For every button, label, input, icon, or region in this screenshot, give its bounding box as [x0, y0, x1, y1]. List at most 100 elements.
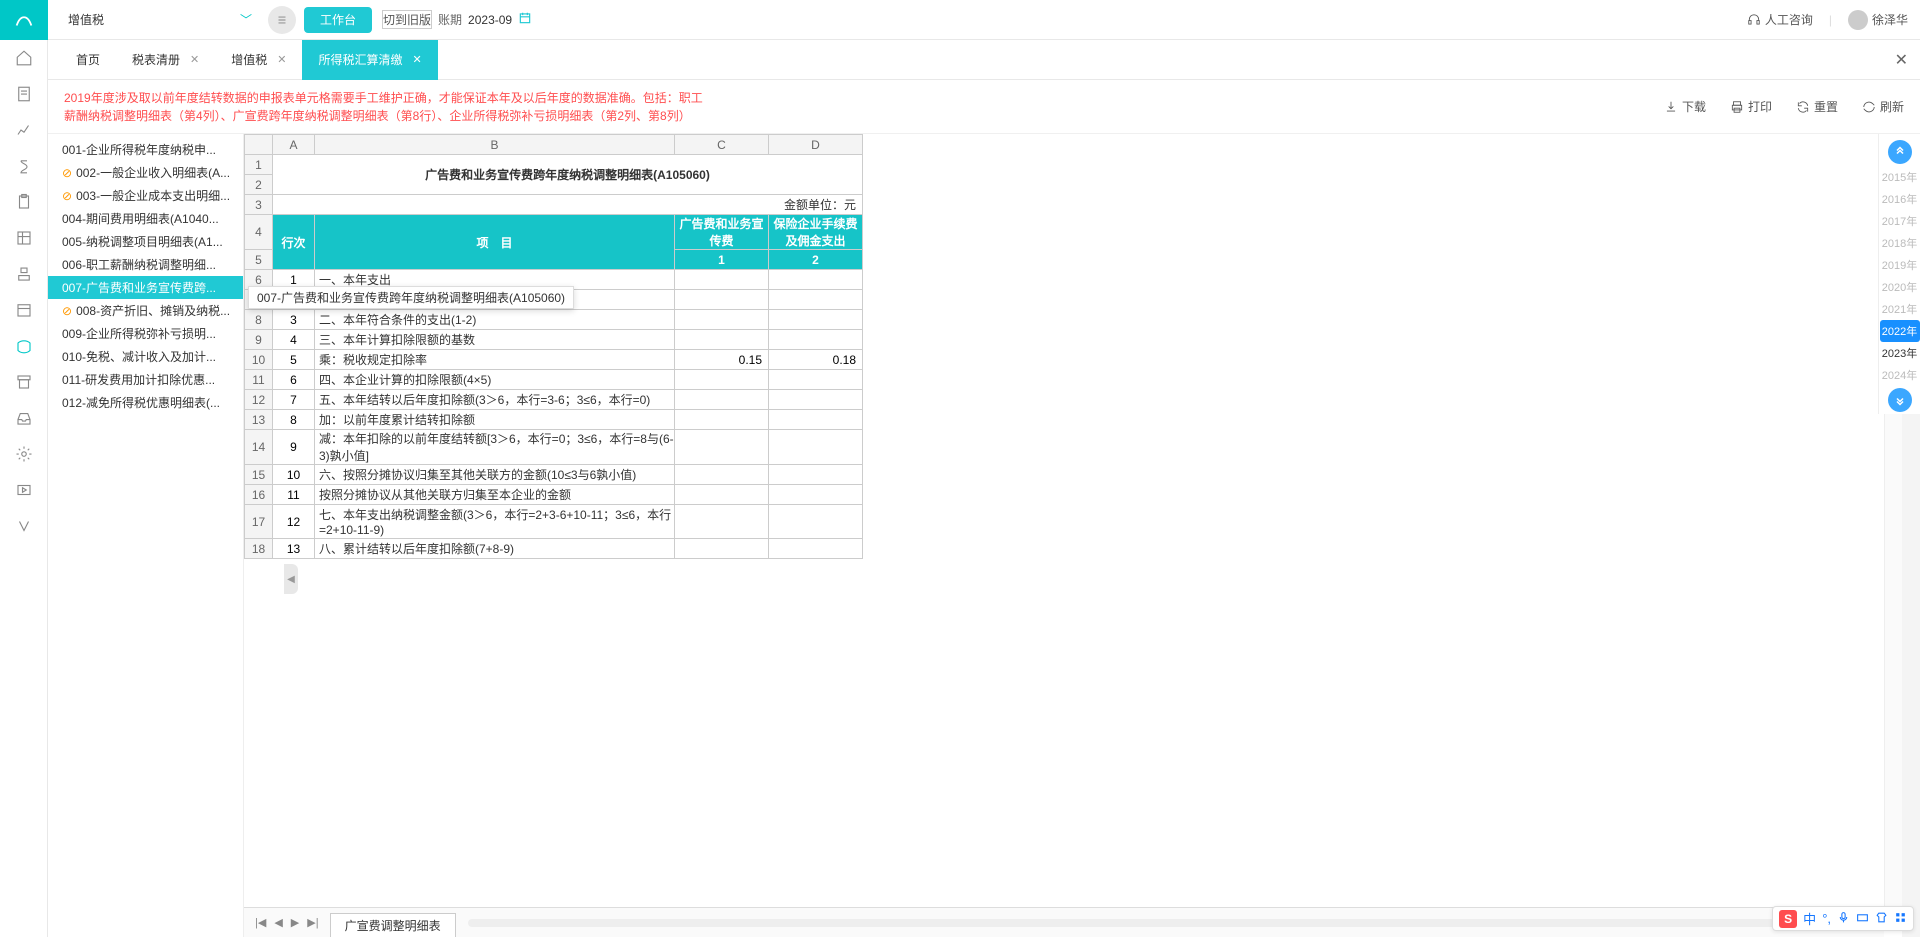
year-item[interactable]: 2018年	[1879, 232, 1920, 254]
list-toggle-button[interactable]	[268, 6, 296, 34]
cell-d[interactable]	[769, 485, 863, 505]
cell-d[interactable]	[769, 430, 863, 465]
user-menu[interactable]: 徐泽华	[1848, 10, 1908, 30]
cell-d[interactable]	[769, 370, 863, 390]
calendar-icon[interactable]	[0, 292, 48, 328]
form-icon[interactable]	[0, 220, 48, 256]
form-list-item[interactable]: 005-纳税调整项目明细表(A1...	[48, 230, 243, 253]
cell-c[interactable]	[675, 390, 769, 410]
cell-d[interactable]	[769, 505, 863, 539]
year-item[interactable]: 2021年	[1879, 298, 1920, 320]
cell-c[interactable]	[675, 290, 769, 310]
clipboard-icon[interactable]	[0, 184, 48, 220]
year-item[interactable]: 2015年	[1879, 166, 1920, 188]
refresh-button[interactable]: 刷新	[1862, 98, 1904, 115]
sheet-nav-buttons[interactable]: |◀ ◀ ▶ ▶|	[244, 916, 330, 929]
ime-grid-icon[interactable]	[1894, 911, 1907, 927]
cell-c[interactable]	[675, 410, 769, 430]
nav-next-icon[interactable]: ▶	[288, 916, 302, 929]
page-tab[interactable]: 增值税✕	[215, 40, 302, 80]
year-item[interactable]: 2017年	[1879, 210, 1920, 232]
stamp-icon[interactable]	[0, 256, 48, 292]
tab-close-icon[interactable]: ✕	[190, 53, 199, 66]
horizontal-scrollbar[interactable]	[468, 916, 1872, 930]
year-item[interactable]: 2022年	[1880, 320, 1920, 342]
sheet-grid[interactable]: ABCD1广告费和业务宣传费跨年度纳税调整明细表(A105060)23金额单位：…	[244, 134, 1884, 907]
year-item[interactable]: 2019年	[1879, 254, 1920, 276]
cell-c[interactable]	[675, 370, 769, 390]
nav-last-icon[interactable]: ▶|	[304, 916, 321, 929]
form-list-item[interactable]: 004-期间费用明细表(A1040...	[48, 207, 243, 230]
support-link[interactable]: 人工咨询	[1747, 11, 1813, 28]
calendar-picker-icon[interactable]	[518, 11, 532, 28]
year-down-icon[interactable]	[1888, 388, 1912, 412]
collapse-handle-icon[interactable]: ◀	[284, 564, 298, 594]
nav-prev-icon[interactable]: ◀	[271, 916, 285, 929]
cell-d[interactable]	[769, 410, 863, 430]
money-icon[interactable]	[0, 148, 48, 184]
module-dropdown[interactable]: 增值税 ﹀	[60, 6, 260, 34]
doc-icon[interactable]	[0, 76, 48, 112]
ime-keyboard-icon[interactable]	[1856, 911, 1869, 927]
archive-icon[interactable]	[0, 364, 48, 400]
cell-d[interactable]: 0.18	[769, 350, 863, 370]
cell-c[interactable]	[675, 539, 769, 559]
cell-c[interactable]: 0.15	[675, 350, 769, 370]
tab-close-icon[interactable]: ✕	[277, 53, 286, 66]
cell-d[interactable]	[769, 310, 863, 330]
switch-old-button[interactable]: 切到旧版	[382, 10, 432, 29]
ime-punct-icon[interactable]: °,	[1822, 911, 1831, 926]
year-up-icon[interactable]	[1888, 140, 1912, 164]
form-list-item[interactable]: 009-企业所得税弥补亏损明...	[48, 322, 243, 345]
cell-c[interactable]	[675, 430, 769, 465]
cell-d[interactable]	[769, 465, 863, 485]
form-list-item[interactable]: 010-免税、减计收入及加计...	[48, 345, 243, 368]
cell-c[interactable]	[675, 465, 769, 485]
video-icon[interactable]	[0, 472, 48, 508]
app-logo[interactable]	[0, 0, 48, 40]
inbox-icon[interactable]	[0, 400, 48, 436]
cell-d[interactable]	[769, 330, 863, 350]
form-list-item[interactable]: 007-广告费和业务宣传费跨...	[48, 276, 243, 299]
form-list-item[interactable]: 012-减免所得税优惠明细表(...	[48, 391, 243, 414]
cell-d[interactable]	[769, 390, 863, 410]
ime-toolbar[interactable]: S 中 °,	[1772, 906, 1914, 931]
home-icon[interactable]	[0, 40, 48, 76]
workbench-button[interactable]: 工作台	[304, 7, 372, 33]
cell-d[interactable]	[769, 270, 863, 290]
close-all-tabs-icon[interactable]: ✕	[1895, 50, 1908, 70]
page-tab[interactable]: 所得税汇算清缴✕	[302, 40, 437, 80]
download-button[interactable]: 下载	[1664, 98, 1706, 115]
form-list-item[interactable]: 001-企业所得税年度纳税申...	[48, 138, 243, 161]
cell-c[interactable]	[675, 505, 769, 539]
cell-c[interactable]	[675, 310, 769, 330]
form-list-item[interactable]: 011-研发费用加计扣除优惠...	[48, 368, 243, 391]
page-tab[interactable]: 税表清册✕	[116, 40, 215, 80]
page-tab[interactable]: 首页	[60, 40, 116, 80]
cell-d[interactable]	[769, 290, 863, 310]
year-item[interactable]: 2020年	[1879, 276, 1920, 298]
chart-icon[interactable]	[0, 112, 48, 148]
form-list-item[interactable]: ⊘008-资产折旧、摊销及纳税...	[48, 299, 243, 322]
year-item[interactable]: 2016年	[1879, 188, 1920, 210]
cell-c[interactable]	[675, 330, 769, 350]
sheet-tab[interactable]: 广宣费调整明细表	[330, 913, 456, 937]
form-list-item[interactable]: ⊘002-一般企业收入明细表(A...	[48, 161, 243, 184]
nav-first-icon[interactable]: |◀	[252, 916, 269, 929]
ime-mic-icon[interactable]	[1837, 911, 1850, 927]
reset-button[interactable]: 重置	[1796, 98, 1838, 115]
year-item[interactable]: 2024年	[1879, 364, 1920, 386]
tax-icon[interactable]	[0, 328, 48, 364]
form-list-item[interactable]: 006-职工薪酬纳税调整明细...	[48, 253, 243, 276]
gear-icon[interactable]	[0, 436, 48, 472]
v-icon[interactable]	[0, 508, 48, 544]
ime-skin-icon[interactable]	[1875, 911, 1888, 927]
cell-c[interactable]	[675, 270, 769, 290]
tab-close-icon[interactable]: ✕	[413, 53, 422, 66]
cell-d[interactable]	[769, 539, 863, 559]
ime-lang[interactable]: 中	[1803, 909, 1816, 928]
form-list-item[interactable]: ⊘003-一般企业成本支出明细...	[48, 184, 243, 207]
year-item[interactable]: 2023年	[1879, 342, 1920, 364]
cell-c[interactable]	[675, 485, 769, 505]
print-button[interactable]: 打印	[1730, 98, 1772, 115]
